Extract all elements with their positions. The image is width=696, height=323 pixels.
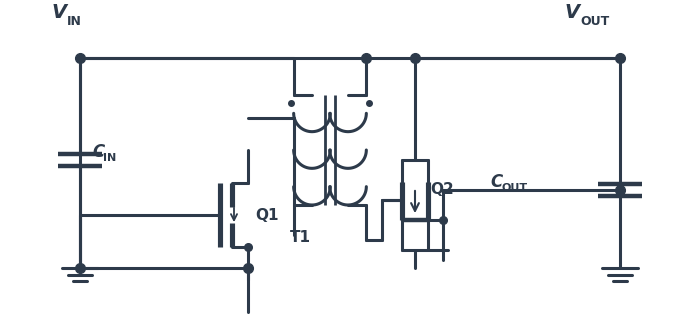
Text: IN: IN: [103, 153, 116, 163]
Text: OUT: OUT: [501, 183, 527, 193]
Text: T1: T1: [290, 231, 310, 245]
Text: Q1: Q1: [255, 207, 278, 223]
Text: C: C: [92, 143, 104, 161]
Text: OUT: OUT: [580, 15, 609, 28]
Text: V: V: [52, 3, 67, 22]
Text: IN: IN: [67, 15, 82, 28]
Text: C: C: [490, 173, 503, 191]
Text: Q2: Q2: [430, 182, 454, 197]
Text: V: V: [565, 3, 580, 22]
